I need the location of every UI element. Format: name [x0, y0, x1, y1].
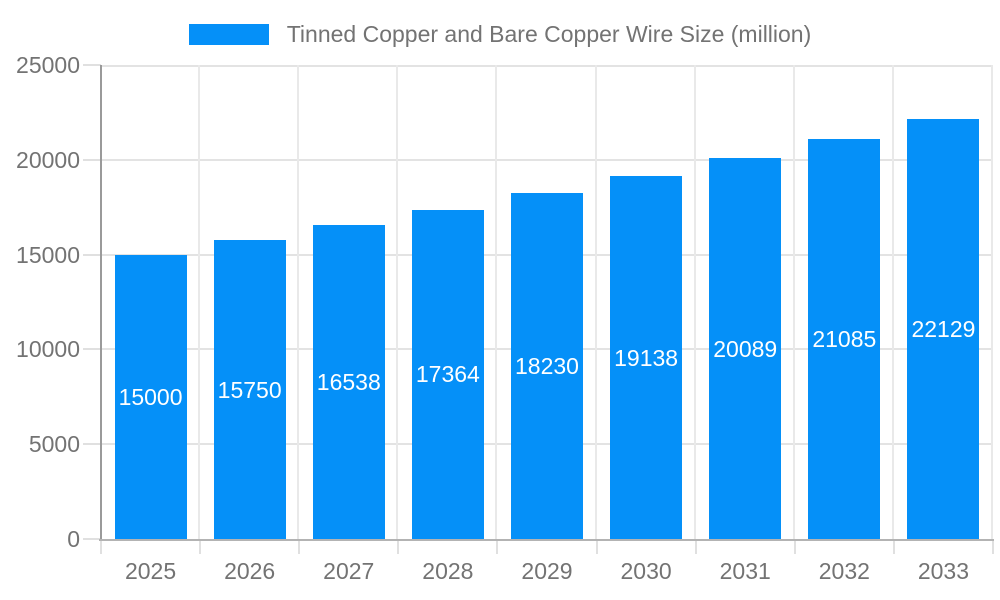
y-axis	[100, 65, 102, 541]
x-axis-tick	[397, 539, 400, 554]
y-gridline	[101, 65, 993, 67]
y-tick-label: 25000	[16, 52, 80, 78]
y-axis-tick	[83, 443, 101, 446]
y-gridline	[101, 158, 993, 161]
x-axis-tick	[793, 539, 796, 554]
x-tick-label: 2025	[124, 558, 177, 584]
bar	[213, 240, 286, 539]
y-tick-label: 15000	[16, 241, 80, 268]
x-gridline	[594, 65, 597, 539]
bar-value-label: 22129	[911, 316, 976, 343]
bar	[709, 158, 782, 539]
bar	[411, 209, 484, 539]
x-axis-tick	[298, 539, 301, 554]
x-axis-tick	[100, 539, 102, 554]
y-tick-label: 20000	[16, 146, 80, 173]
bar-value-label: 19138	[614, 344, 679, 371]
bar-value-label: 17364	[415, 361, 480, 388]
bar-value-label: 21085	[812, 326, 877, 353]
bar-value-label: 16538	[316, 369, 381, 396]
x-tick-label: 2027	[323, 558, 375, 584]
x-tick-label: 2026	[224, 558, 276, 584]
x-axis	[99, 539, 994, 541]
y-tick-label: 10000	[16, 336, 80, 363]
y-axis-tick	[83, 253, 101, 256]
y-axis-tick	[83, 538, 101, 540]
x-tick-label: 2029	[521, 558, 573, 584]
plot-area: 15000 15750 16538 17364 18230 19138 20089 21085…	[83, 64, 993, 540]
x-gridline	[495, 65, 498, 539]
bar-value-label: 15750	[217, 376, 282, 403]
y-axis-tick	[83, 158, 101, 161]
x-gridline	[891, 65, 894, 539]
x-tick-label: 2028	[422, 558, 474, 584]
bar	[511, 193, 583, 539]
x-axis-tick	[199, 539, 202, 554]
legend-label: Tinned Copper and Bare Copper Wire Size …	[286, 21, 812, 47]
x-axis-tick	[595, 539, 598, 554]
bar-value-label: 18230	[515, 353, 579, 380]
bar	[610, 176, 683, 539]
y-tick-label: 5000	[28, 431, 80, 458]
x-tick-label: 2032	[818, 558, 870, 584]
legend: Tinned Copper and Bare Copper Wire Size …	[0, 22, 1000, 47]
x-gridline	[396, 65, 399, 539]
bar-value-label: 15000	[118, 383, 183, 410]
bar	[312, 225, 385, 539]
x-tick-label: 2031	[719, 558, 771, 584]
x-axis-tick	[496, 539, 499, 554]
x-axis-tick	[694, 539, 697, 554]
y-axis-tick	[83, 348, 101, 351]
x-tick-label: 2033	[917, 558, 970, 584]
x-gridline	[792, 65, 795, 539]
bar-value-label: 20089	[713, 335, 778, 362]
bar	[907, 119, 980, 539]
legend-swatch	[188, 24, 269, 45]
x-gridline	[198, 65, 201, 539]
x-gridline	[693, 65, 696, 539]
x-axis-tick	[892, 539, 895, 554]
y-tick-label: 0	[67, 526, 80, 552]
bar	[114, 254, 187, 539]
x-gridline	[297, 65, 300, 539]
x-gridline	[991, 65, 993, 539]
x-tick-label: 2030	[620, 558, 672, 584]
y-axis-tick	[83, 64, 101, 66]
bar	[808, 139, 881, 539]
x-axis-tick	[992, 539, 994, 554]
